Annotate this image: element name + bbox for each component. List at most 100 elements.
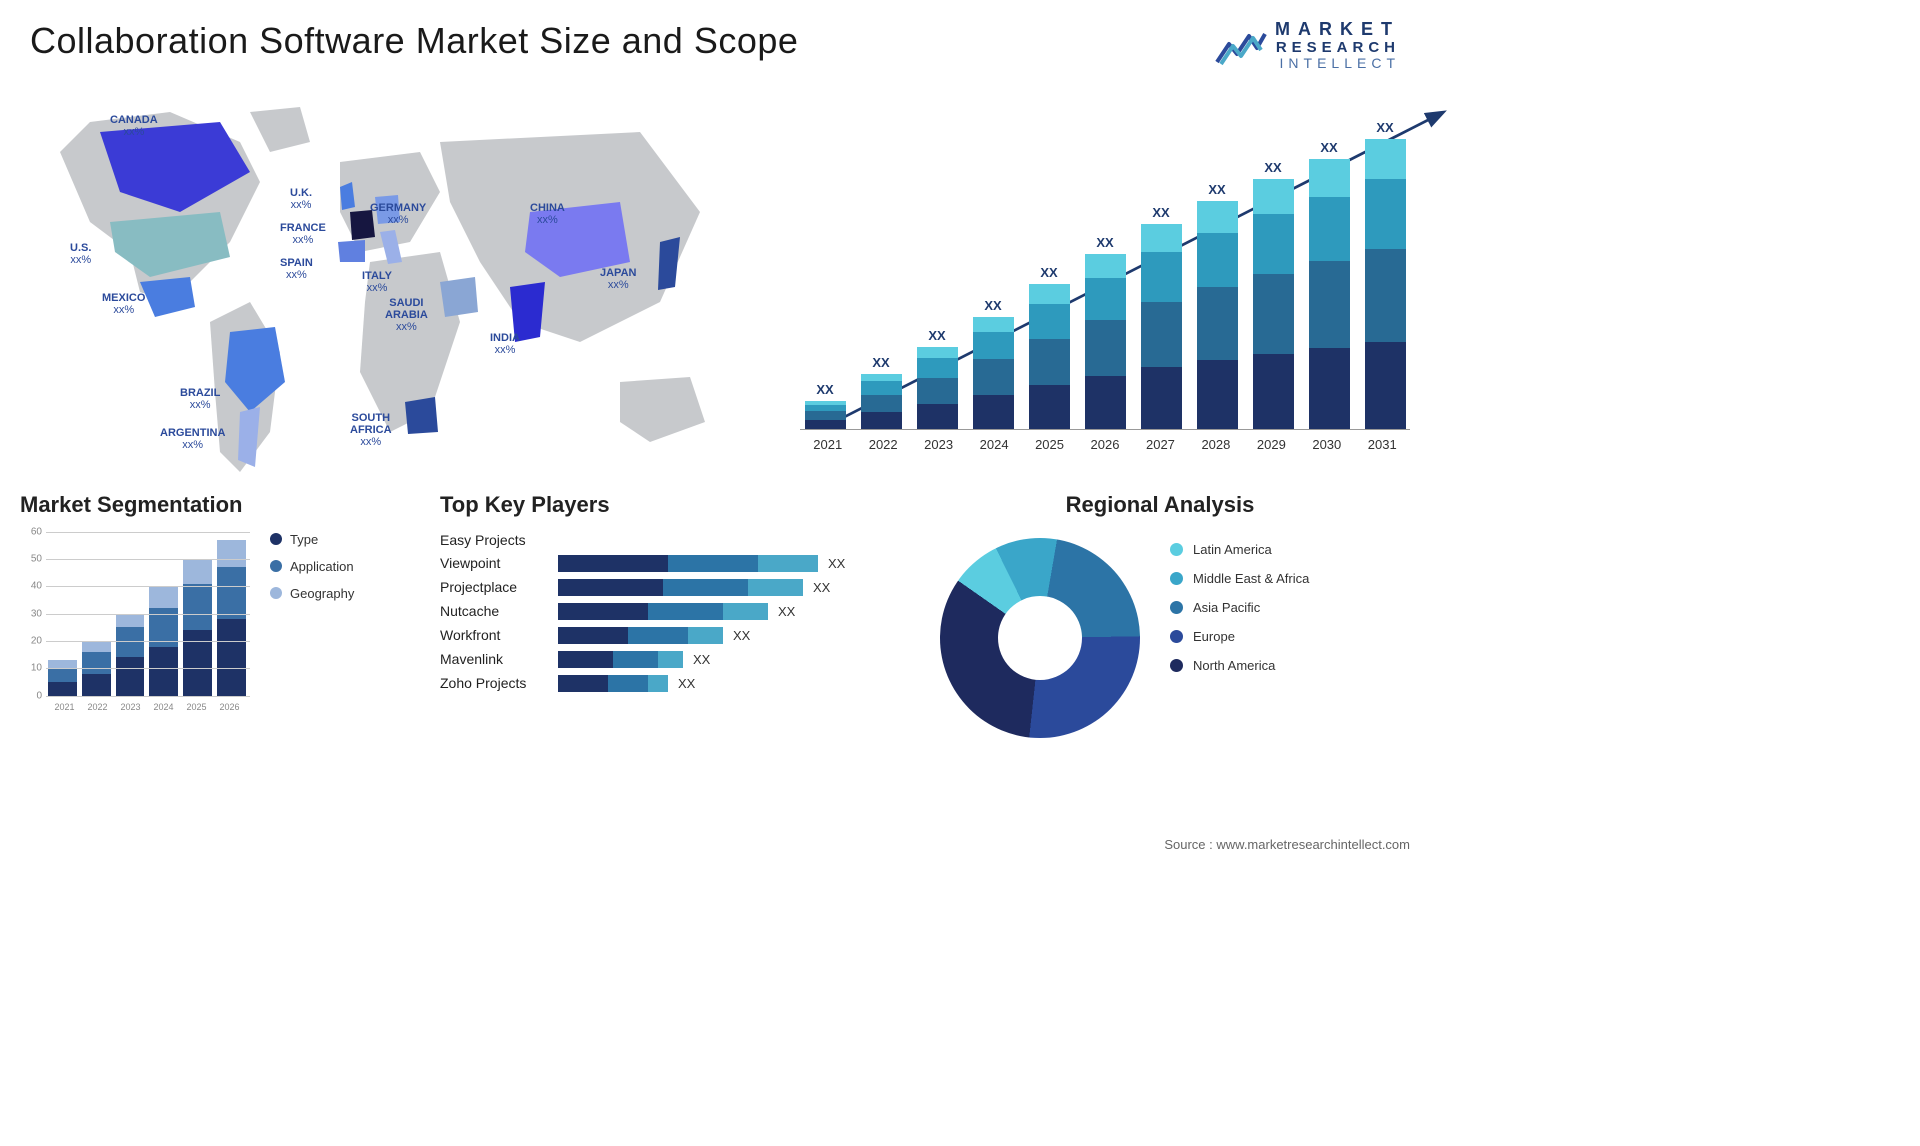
forecast-year-label: 2029 bbox=[1244, 437, 1299, 452]
logo-line-2: RESEARCH bbox=[1275, 40, 1400, 57]
regional-section: Regional Analysis Latin AmericaMiddle Ea… bbox=[940, 492, 1410, 738]
map-region-japan bbox=[658, 237, 680, 290]
forecast-bar-2021: XX bbox=[800, 382, 850, 429]
seg-ytick: 60 bbox=[20, 526, 42, 537]
map-region-southafrica bbox=[405, 397, 438, 434]
legend-label: Middle East & Africa bbox=[1193, 571, 1309, 586]
forecast-year-label: 2021 bbox=[800, 437, 855, 452]
brand-logo: MARKET RESEARCH INTELLECT bbox=[1215, 20, 1400, 72]
legend-swatch-icon bbox=[1170, 659, 1183, 672]
seg-ytick: 0 bbox=[20, 690, 42, 701]
forecast-bar-2027: XX bbox=[1136, 205, 1186, 429]
seg-ytick: 30 bbox=[20, 608, 42, 619]
page-title: Collaboration Software Market Size and S… bbox=[30, 20, 798, 62]
map-label-saudi: SAUDIARABIAxx% bbox=[385, 297, 428, 333]
legend-label: Asia Pacific bbox=[1193, 600, 1260, 615]
map-label-spain: SPAINxx% bbox=[280, 257, 313, 281]
forecast-year-label: 2022 bbox=[855, 437, 910, 452]
map-label-france: FRANCExx% bbox=[280, 222, 326, 246]
player-name: Viewpoint bbox=[440, 555, 558, 571]
forecast-bar-label: XX bbox=[816, 382, 833, 397]
forecast-bar-label: XX bbox=[928, 328, 945, 343]
key-players-section: Top Key Players Easy ProjectsViewpointXX… bbox=[440, 492, 880, 738]
map-label-argentina: ARGENTINAxx% bbox=[160, 427, 225, 451]
player-bar bbox=[558, 555, 818, 572]
seg-year-label: 2025 bbox=[180, 702, 213, 712]
legend-swatch-icon bbox=[270, 587, 282, 599]
forecast-bar-2030: XX bbox=[1304, 140, 1354, 429]
player-bar bbox=[558, 579, 803, 596]
map-region-spain bbox=[338, 240, 365, 262]
legend-swatch-icon bbox=[270, 533, 282, 545]
forecast-bar-2022: XX bbox=[856, 355, 906, 429]
map-label-italy: ITALYxx% bbox=[362, 270, 392, 294]
map-label-canada: CANADAxx% bbox=[110, 114, 158, 138]
forecast-year-label: 2026 bbox=[1077, 437, 1132, 452]
player-value: XX bbox=[678, 676, 695, 691]
forecast-bar-2026: XX bbox=[1080, 235, 1130, 429]
map-label-south: SOUTHAFRICAxx% bbox=[350, 412, 392, 448]
player-name: Nutcache bbox=[440, 603, 558, 619]
segmentation-bar-chart: 202120222023202420252026 0102030405060 bbox=[20, 532, 250, 712]
forecast-bar-label: XX bbox=[1376, 120, 1393, 135]
legend-label: Europe bbox=[1193, 629, 1235, 644]
regional-legend-item: Asia Pacific bbox=[1170, 600, 1309, 615]
seg-ytick: 20 bbox=[20, 636, 42, 647]
map-region-mexico bbox=[140, 277, 195, 317]
forecast-bar-label: XX bbox=[1096, 235, 1113, 250]
map-region-argentina bbox=[238, 407, 260, 467]
forecast-bar-label: XX bbox=[1320, 140, 1337, 155]
player-value: XX bbox=[813, 580, 830, 595]
forecast-bar-2023: XX bbox=[912, 328, 962, 429]
forecast-year-label: 2028 bbox=[1188, 437, 1243, 452]
player-bar bbox=[558, 603, 768, 620]
map-label-mexico: MEXICOxx% bbox=[102, 292, 145, 316]
player-value: XX bbox=[828, 556, 845, 571]
legend-swatch-icon bbox=[1170, 572, 1183, 585]
forecast-bar-label: XX bbox=[1040, 265, 1057, 280]
player-name: Mavenlink bbox=[440, 651, 558, 667]
key-players-bar-chart: Easy ProjectsViewpointXXProjectplaceXXNu… bbox=[440, 532, 880, 692]
player-row: Zoho Projects XX bbox=[440, 675, 880, 692]
map-label-india: INDIAxx% bbox=[490, 332, 520, 356]
player-row: ProjectplaceXX bbox=[440, 579, 880, 596]
player-name: Zoho Projects bbox=[440, 675, 558, 691]
seg-year-label: 2022 bbox=[81, 702, 114, 712]
legend-label: Type bbox=[290, 532, 318, 547]
player-row: MavenlinkXX bbox=[440, 651, 880, 668]
forecast-year-label: 2023 bbox=[911, 437, 966, 452]
segmentation-section: Market Segmentation 20212022202320242025… bbox=[20, 492, 380, 738]
seg-bar-2023 bbox=[116, 614, 145, 696]
forecast-year-label: 2025 bbox=[1022, 437, 1077, 452]
seg-year-label: 2024 bbox=[147, 702, 180, 712]
player-value: XX bbox=[733, 628, 750, 643]
legend-swatch-icon bbox=[1170, 630, 1183, 643]
seg-bar-2021 bbox=[48, 660, 77, 696]
player-bar bbox=[558, 627, 723, 644]
source-attribution: Source : www.marketresearchintellect.com bbox=[1164, 837, 1410, 852]
forecast-year-label: 2024 bbox=[966, 437, 1021, 452]
forecast-bar-label: XX bbox=[1208, 182, 1225, 197]
legend-swatch-icon bbox=[1170, 543, 1183, 556]
forecast-bar-label: XX bbox=[1152, 205, 1169, 220]
map-label-china: CHINAxx% bbox=[530, 202, 565, 226]
map-region-saudi bbox=[440, 277, 478, 317]
forecast-bar-label: XX bbox=[984, 298, 1001, 313]
player-name: Easy Projects bbox=[440, 532, 558, 548]
regional-legend: Latin AmericaMiddle East & AfricaAsia Pa… bbox=[1170, 532, 1309, 687]
player-row: Viewpoint XX bbox=[440, 555, 880, 572]
logo-mark-icon bbox=[1215, 26, 1267, 66]
forecast-bar-label: XX bbox=[1264, 160, 1281, 175]
logo-line-1: MARKET bbox=[1275, 20, 1400, 40]
seg-year-label: 2023 bbox=[114, 702, 147, 712]
forecast-bar-2025: XX bbox=[1024, 265, 1074, 429]
map-label-germany: GERMANYxx% bbox=[370, 202, 426, 226]
player-bar bbox=[558, 651, 683, 668]
player-bar bbox=[558, 675, 668, 692]
legend-swatch-icon bbox=[1170, 601, 1183, 614]
seg-legend-item: Type bbox=[270, 532, 354, 547]
regional-title: Regional Analysis bbox=[910, 492, 1410, 518]
player-row: Easy Projects bbox=[440, 532, 880, 548]
player-value: XX bbox=[778, 604, 795, 619]
map-label-japan: JAPANxx% bbox=[600, 267, 636, 291]
